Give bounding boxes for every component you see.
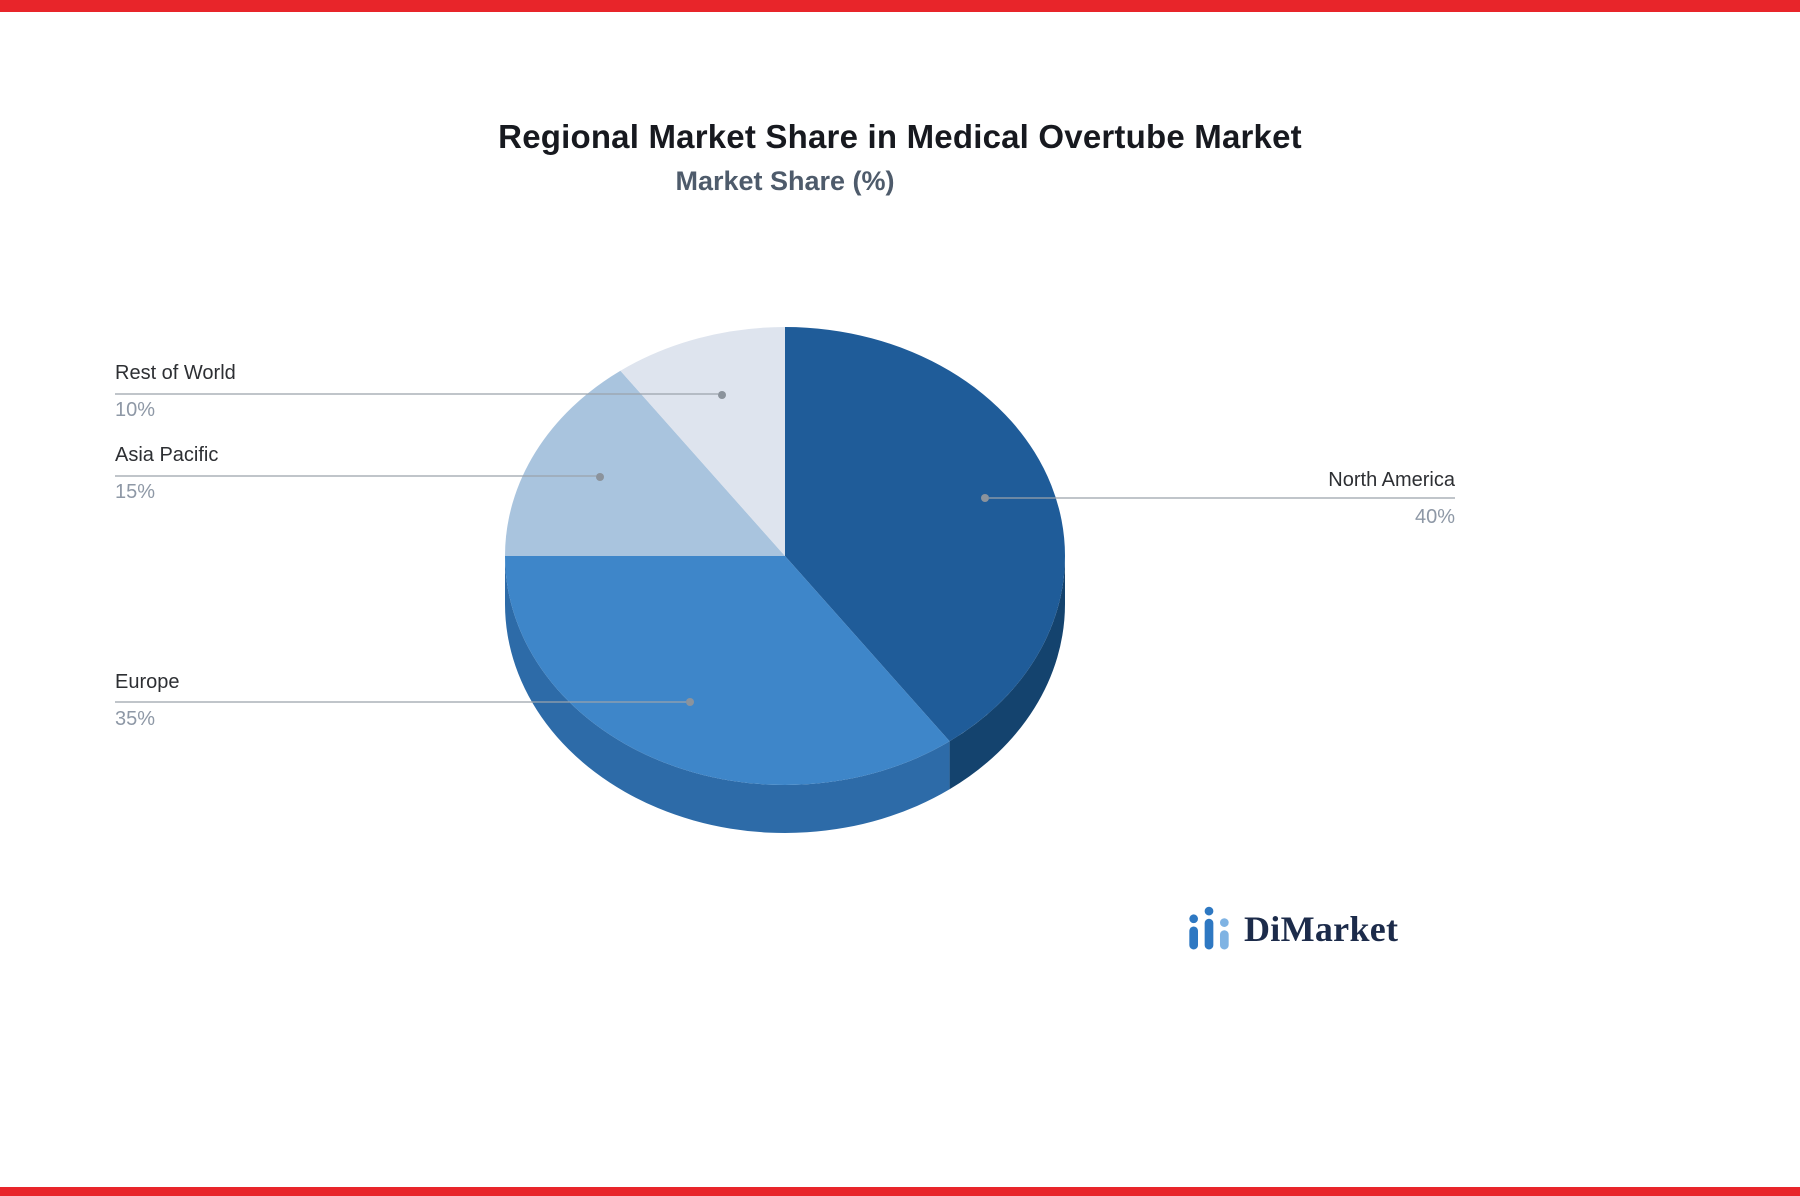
pie-slice-north-america[interactable] xyxy=(785,327,1065,742)
callout-label-europe: Europe xyxy=(115,671,180,693)
leader-dot-asia-pacific xyxy=(596,473,604,481)
pie-slice-side-north-america xyxy=(949,556,1065,790)
pie-slice-rest-of-world[interactable] xyxy=(620,327,785,556)
chart-subtitle: Market Share (%) xyxy=(675,166,895,196)
callout-value-north-america: 40% xyxy=(1414,506,1455,528)
callout-label-rest-of-world: Rest of World xyxy=(115,362,236,384)
dimarket-logo: DiMarket xyxy=(1186,906,1398,952)
top-accent-bar xyxy=(0,0,1800,12)
callout-value-asia-pacific: 15% xyxy=(115,481,156,503)
bottom-accent-bar xyxy=(0,1187,1800,1196)
chart-title: Regional Market Share in Medical Overtub… xyxy=(498,118,1302,155)
leader-dot-north-america xyxy=(981,494,989,502)
leader-dot-rest-of-world xyxy=(718,391,726,399)
pie-slice-asia-pacific[interactable] xyxy=(505,370,785,556)
bar-chart-icon xyxy=(1189,906,1229,950)
callout-label-asia-pacific: Asia Pacific xyxy=(115,444,219,466)
leader-dot-europe xyxy=(686,698,694,706)
callout-value-europe: 35% xyxy=(115,708,156,730)
callout-value-rest-of-world: 10% xyxy=(115,399,156,421)
callout-label-north-america: North America xyxy=(1328,469,1455,491)
brand-name: DiMarket xyxy=(1244,909,1399,949)
pie-slice-europe[interactable] xyxy=(505,556,950,785)
pie-slice-side-europe xyxy=(505,556,950,833)
